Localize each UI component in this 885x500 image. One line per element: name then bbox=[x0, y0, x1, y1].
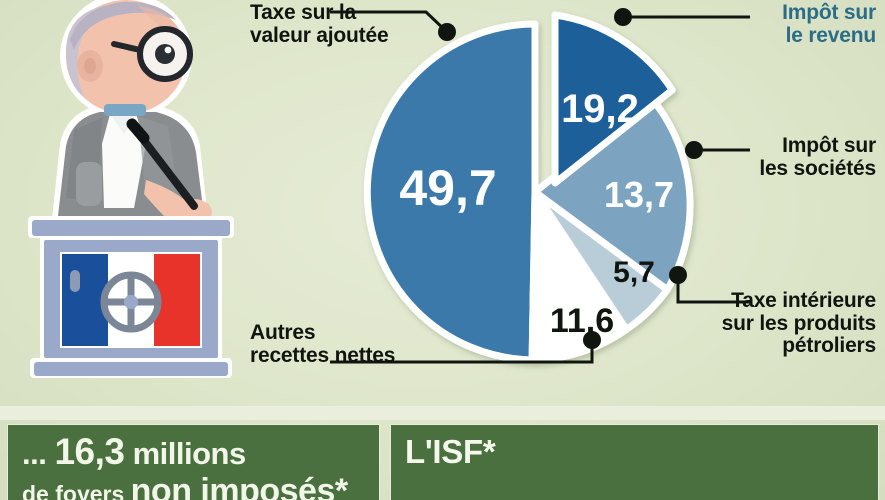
isf-title: L'ISF* bbox=[405, 433, 496, 470]
pie-value-ir: 19,2 bbox=[561, 87, 639, 131]
leader-dot-tipp bbox=[669, 266, 687, 284]
foyers-line-1: ... 16,3 millions bbox=[22, 431, 246, 473]
foyers-line2-small: de foyers bbox=[22, 481, 131, 500]
podium bbox=[28, 216, 234, 378]
panel-separator-strip bbox=[0, 406, 885, 420]
pie-value-autres: 11,6 bbox=[550, 302, 614, 340]
foyers-number: 16,3 bbox=[54, 431, 125, 472]
pie-value-is: 13,7 bbox=[604, 174, 674, 215]
french-flag-icon bbox=[60, 252, 202, 348]
pie-chart: 49,7 19,2 13,7 5,7 11,6 bbox=[320, 0, 750, 402]
pie-slice-ir bbox=[551, 11, 676, 187]
callout-label-tva: Taxe sur la valeur ajoutée bbox=[250, 1, 389, 47]
pie-value-tipp: 5,7 bbox=[613, 256, 655, 289]
foyers-unit: millions bbox=[124, 436, 247, 471]
leader-line-tva bbox=[320, 10, 449, 34]
callout-label-tipp: Taxe intérieure sur les produits pétroli… bbox=[721, 289, 877, 358]
glasses-icon bbox=[111, 26, 193, 82]
foyers-prefix: ... bbox=[22, 436, 55, 471]
leader-dot-autres bbox=[583, 331, 601, 349]
leader-dot-tva bbox=[438, 23, 456, 41]
microphone-icon bbox=[126, 118, 198, 210]
callout-label-ir: Impôt sur le revenu bbox=[782, 1, 876, 47]
foyers-line2-big: non imposés* bbox=[130, 472, 348, 500]
politician-illustration bbox=[18, 0, 248, 394]
bottom-panels: ... 16,3 millions de foyers non imposés*… bbox=[0, 418, 885, 500]
callout-label-is: Impôt sur les sociétés bbox=[759, 134, 876, 180]
leader-dot-is bbox=[685, 141, 703, 159]
panel-isf: L'ISF* bbox=[390, 424, 879, 500]
pie-slice-tva bbox=[363, 20, 539, 364]
pie-value-tva: 49,7 bbox=[399, 160, 496, 216]
foyers-line-2: de foyers non imposés* bbox=[22, 472, 348, 500]
leader-dot-ir bbox=[614, 8, 632, 26]
panel-foyers-non-imposes: ... 16,3 millions de foyers non imposés* bbox=[7, 424, 380, 500]
callout-label-autres: Autres recettes nettes bbox=[250, 321, 396, 367]
